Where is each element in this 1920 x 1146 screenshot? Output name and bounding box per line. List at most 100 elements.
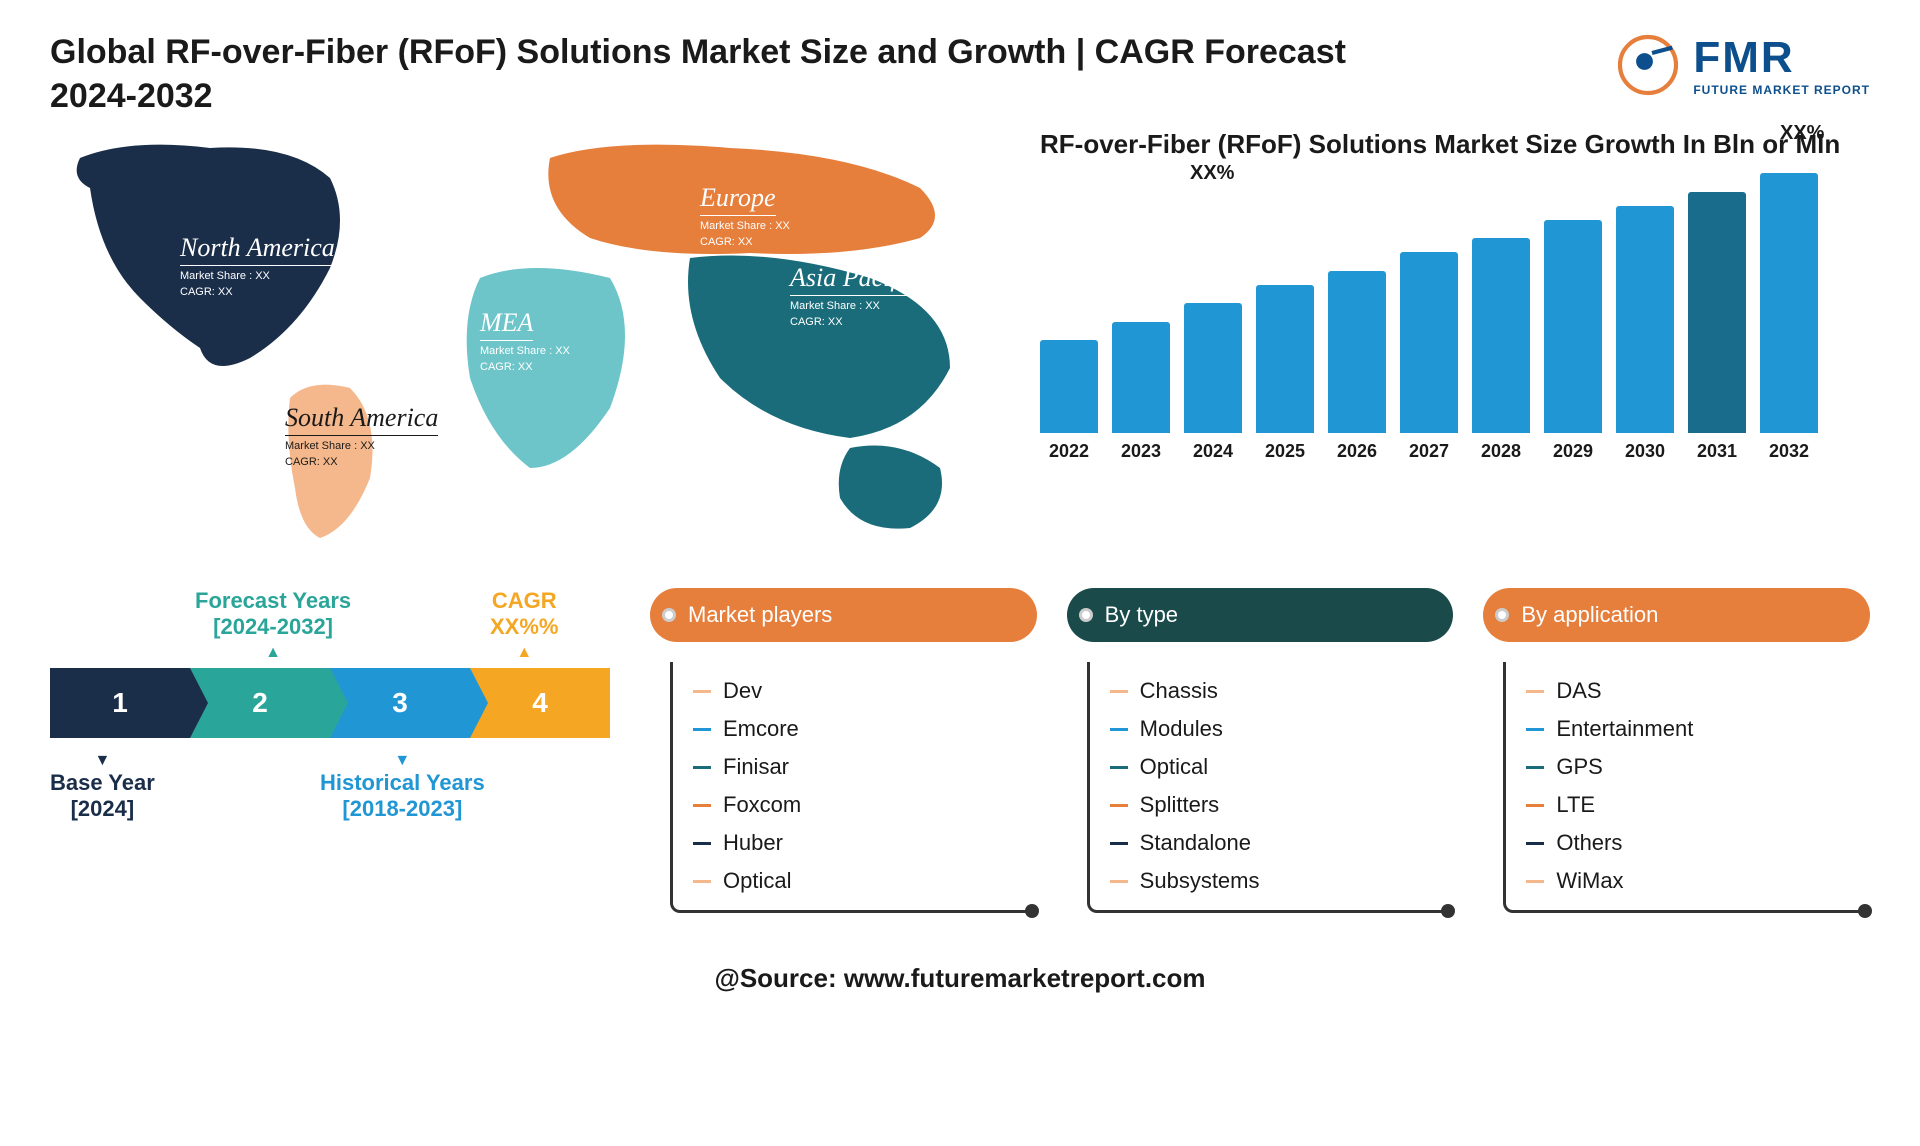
bar-rect (1112, 322, 1170, 433)
bar-year-label: 2030 (1625, 441, 1665, 462)
region-label-asia-pacific: Asia PacificMarket Share : XXCAGR: XX (790, 263, 916, 330)
row-bottom: Forecast Years[2024-2032]▲CAGRXX%%▲ 1234… (50, 588, 1870, 913)
timeline-label-top: Forecast Years[2024-2032]▲ (195, 588, 351, 662)
item-label: LTE (1556, 792, 1595, 818)
header: Global RF-over-Fiber (RFoF) Solutions Ma… (50, 30, 1870, 118)
region-label-north-america: North AmericaMarket Share : XXCAGR: XX (180, 233, 335, 300)
item-label: Optical (723, 868, 791, 894)
category-market-players: Market players Dev Emcore Finisar Foxcom Hube… (650, 588, 1037, 913)
list-item: Emcore (693, 710, 1037, 748)
logo: FMR FUTURE MARKET REPORT (1613, 30, 1870, 100)
tick-icon (693, 728, 711, 731)
chart-title: RF-over-Fiber (RFoF) Solutions Market Si… (1040, 128, 1870, 162)
source-text: @Source: www.futuremarketreport.com (50, 963, 1870, 994)
item-label: Others (1556, 830, 1622, 856)
list-item: Huber (693, 824, 1037, 862)
tick-icon (693, 880, 711, 883)
item-label: GPS (1556, 754, 1602, 780)
bar-rect (1472, 238, 1530, 433)
page-title: Global RF-over-Fiber (RFoF) Solutions Ma… (50, 30, 1350, 118)
list-item: LTE (1526, 786, 1870, 824)
categories: Market players Dev Emcore Finisar Foxcom Hube… (650, 588, 1870, 913)
tick-icon (1526, 804, 1544, 807)
item-label: Modules (1140, 716, 1223, 742)
item-label: Entertainment (1556, 716, 1693, 742)
bar-2032: 2032 (1760, 173, 1818, 462)
bar-year-label: 2026 (1337, 441, 1377, 462)
bullet-icon (1079, 608, 1093, 622)
tick-icon (1526, 766, 1544, 769)
item-label: Subsystems (1140, 868, 1260, 894)
tick-icon (1110, 690, 1128, 693)
bar-rect (1040, 340, 1098, 433)
bar-year-label: 2032 (1769, 441, 1809, 462)
list-item: Modules (1110, 710, 1454, 748)
bar-rect (1760, 173, 1818, 433)
bullet-icon (662, 608, 676, 622)
bar-year-label: 2031 (1697, 441, 1737, 462)
item-label: Optical (1140, 754, 1208, 780)
bar-year-label: 2023 (1121, 441, 1161, 462)
item-label: Huber (723, 830, 783, 856)
bar-2022: 2022 (1040, 340, 1098, 462)
list-item: Splitters (1110, 786, 1454, 824)
list-item: Optical (693, 862, 1037, 900)
bar-rect (1544, 220, 1602, 434)
item-label: Dev (723, 678, 762, 704)
bar-2029: 2029 (1544, 220, 1602, 463)
item-label: WiMax (1556, 868, 1623, 894)
bar-annotation: XX% (1190, 162, 1234, 185)
world-map: North AmericaMarket Share : XXCAGR: XX So… (50, 128, 1010, 548)
timeline-segment-1: 1 (50, 668, 190, 738)
bar-rect (1688, 192, 1746, 433)
bar-rect (1256, 285, 1314, 434)
bar-year-label: 2022 (1049, 441, 1089, 462)
bar-2025: 2025 (1256, 285, 1314, 463)
region-label-mea: MEAMarket Share : XXCAGR: XX (480, 308, 570, 375)
tick-icon (1110, 728, 1128, 731)
category-list: DASEntertainmentGPSLTEOthersWiMax (1503, 662, 1870, 913)
bar-rect (1184, 303, 1242, 433)
list-item: Subsystems (1110, 862, 1454, 900)
bar-2023: 2023 (1112, 322, 1170, 462)
bar-2030: 2030 (1616, 206, 1674, 463)
category-list: Dev Emcore Finisar Foxcom Huber Optical (670, 662, 1037, 913)
bars-container: XX%XX%2022202320242025202620272028202920… (1040, 182, 1870, 462)
timeline-label-bottom: ▼Base Year[2024] (50, 748, 155, 822)
bar-year-label: 2029 (1553, 441, 1593, 462)
list-item: Chassis (1110, 672, 1454, 710)
bar-2027: 2027 (1400, 252, 1458, 462)
list-item: Optical (1110, 748, 1454, 786)
list-item: GPS (1526, 748, 1870, 786)
list-item: Others (1526, 824, 1870, 862)
bar-year-label: 2025 (1265, 441, 1305, 462)
tick-icon (1110, 880, 1128, 883)
region-label-south-america: South AmericaMarket Share : XXCAGR: XX (285, 403, 438, 470)
logo-subtext: FUTURE MARKET REPORT (1693, 83, 1870, 97)
category-header: By type (1067, 588, 1454, 642)
item-label: Finisar (723, 754, 789, 780)
bar-year-label: 2024 (1193, 441, 1233, 462)
item-label: Foxcom (723, 792, 801, 818)
item-label: Splitters (1140, 792, 1219, 818)
item-label: Emcore (723, 716, 799, 742)
timeline-bar: 1234 (50, 668, 610, 738)
list-item: Entertainment (1526, 710, 1870, 748)
category-title: By type (1105, 602, 1178, 628)
bar-2031: 2031 (1688, 192, 1746, 462)
timeline-segment-2: 2 (190, 668, 330, 738)
tick-icon (1526, 728, 1544, 731)
bar-2026: 2026 (1328, 271, 1386, 463)
list-item: WiMax (1526, 862, 1870, 900)
list-item: Standalone (1110, 824, 1454, 862)
list-item: Finisar (693, 748, 1037, 786)
bar-annotation: XX% (1780, 122, 1824, 145)
category-header: Market players (650, 588, 1037, 642)
list-item: Dev (693, 672, 1037, 710)
tick-icon (1526, 842, 1544, 845)
tick-icon (1526, 690, 1544, 693)
category-title: By application (1521, 602, 1658, 628)
tick-icon (693, 690, 711, 693)
category-by-application: By applicationDASEntertainmentGPSLTEOthe… (1483, 588, 1870, 913)
bar-2024: 2024 (1184, 303, 1242, 462)
